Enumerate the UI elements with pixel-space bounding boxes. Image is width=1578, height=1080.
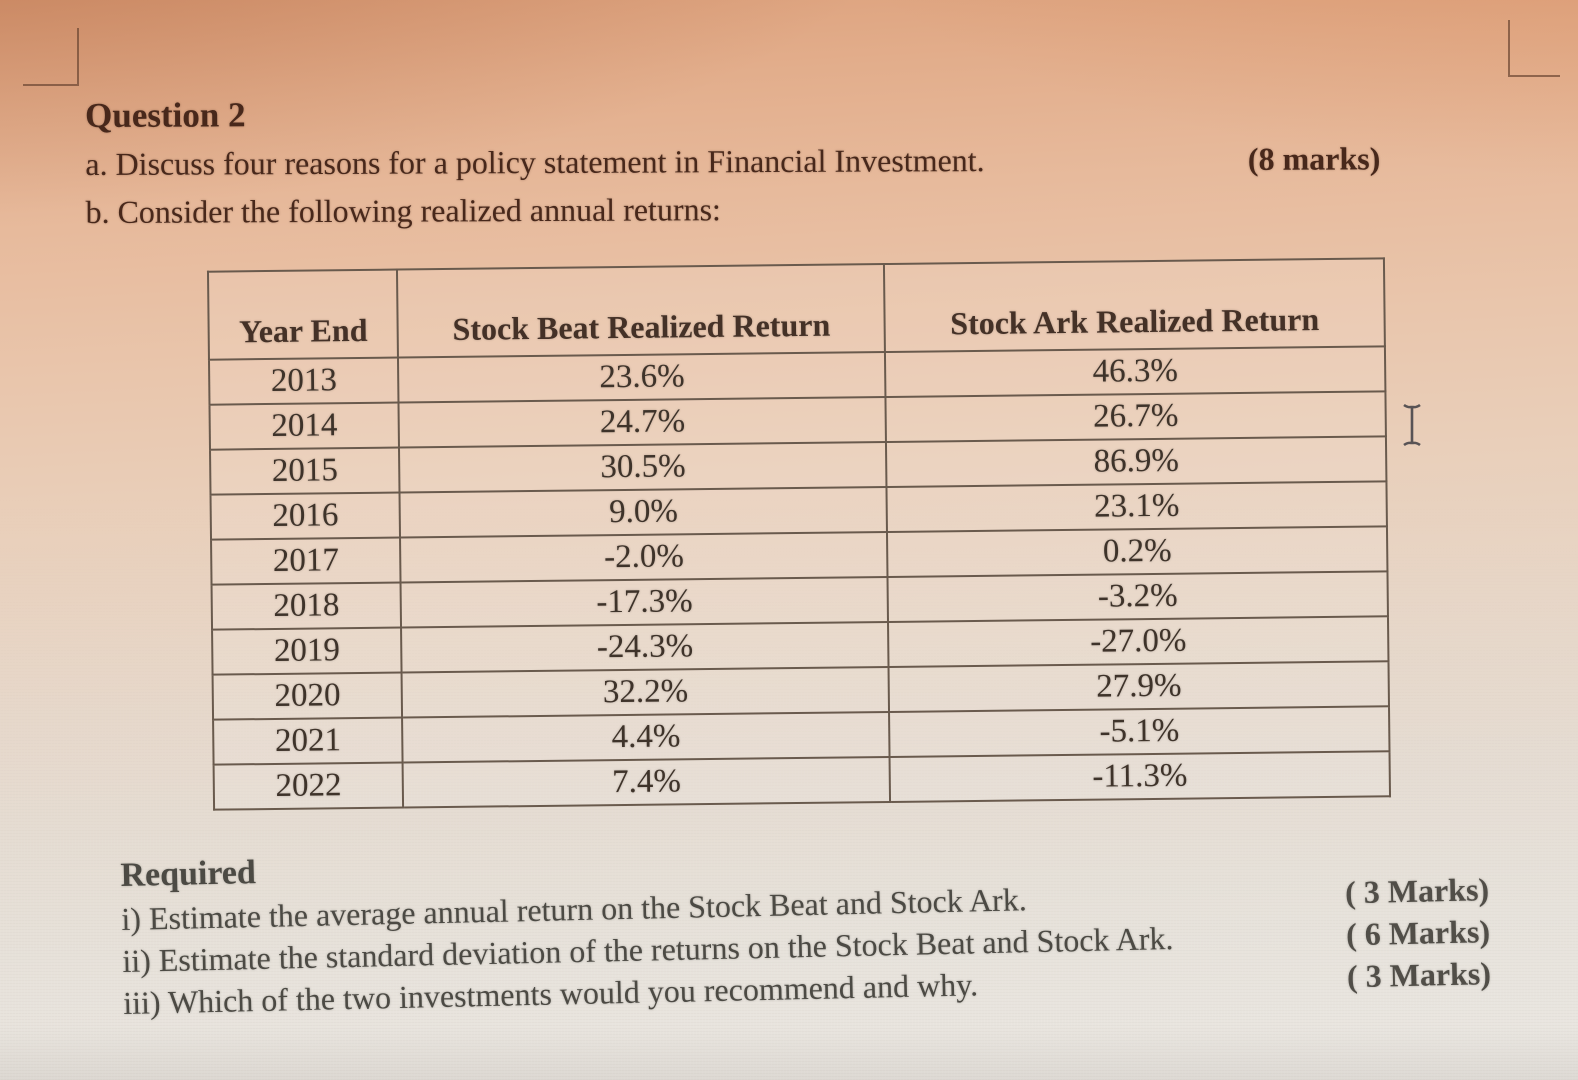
question-item-a: a. Discuss four reasons for a policy sta… — [85, 134, 1380, 188]
required-block: Required i) Estimate the average annual … — [120, 824, 1491, 1024]
year-cell: 2022 — [213, 762, 404, 810]
stock-ark-cell: -11.3% — [889, 751, 1391, 802]
year-cell: 2014 — [209, 402, 400, 450]
year-cell: 2015 — [210, 447, 400, 495]
year-cell: 2021 — [213, 717, 403, 765]
stock-beat-cell: -24.3% — [401, 621, 889, 673]
stock-beat-cell: 9.0% — [399, 487, 888, 538]
stock-beat-cell: -17.3% — [400, 576, 889, 628]
stock-ark-cell: 0.2% — [887, 526, 1388, 577]
stock-beat-cell: 32.2% — [401, 666, 890, 718]
question-item-a-text: a. Discuss four reasons for a policy sta… — [85, 142, 985, 182]
stock-beat-cell: 30.5% — [399, 442, 887, 493]
stock-ark-cell: 23.1% — [886, 481, 1387, 532]
required-item-ii-marks: ( 6 Marks) — [1345, 913, 1491, 953]
crop-mark-top-left-icon — [23, 28, 79, 86]
col-header-stock-ark: Stock Ark Realized Return — [884, 258, 1385, 353]
stock-ark-cell: -3.2% — [887, 571, 1388, 622]
crop-mark-top-right-icon — [1508, 20, 1560, 77]
stock-beat-cell: -2.0% — [400, 531, 888, 583]
question-item-b-text: b. Consider the following realized annua… — [85, 191, 721, 230]
stock-ark-cell: 86.9% — [886, 436, 1387, 488]
year-cell: 2019 — [212, 627, 402, 675]
year-cell: 2017 — [211, 537, 401, 585]
col-header-year-end: Year End — [207, 269, 399, 360]
returns-table-wrap: Year End Stock Beat Realized Return Stoc… — [206, 257, 1392, 811]
required-item-i-marks: ( 3 Marks) — [1344, 871, 1490, 911]
year-cell: 2018 — [211, 582, 402, 630]
stock-beat-cell: 23.6% — [398, 352, 886, 403]
year-cell: 2016 — [210, 492, 401, 540]
question-block: Question 2 a. Discuss four reasons for a… — [85, 86, 1381, 236]
stock-ark-cell: 46.3% — [885, 346, 1386, 398]
table-header-row: Year End Stock Beat Realized Return Stoc… — [207, 258, 1385, 360]
text-cursor-ibeam-icon — [1403, 403, 1421, 447]
question-title: Question 2 — [85, 95, 246, 135]
stock-ark-cell: -5.1% — [889, 706, 1390, 757]
stock-ark-cell: -27.0% — [888, 616, 1389, 667]
year-cell: 2020 — [212, 672, 403, 720]
returns-table: Year End Stock Beat Realized Return Stoc… — [206, 257, 1392, 811]
col-header-stock-beat: Stock Beat Realized Return — [397, 264, 886, 358]
question-item-a-marks: (8 marks) — [1247, 140, 1381, 177]
stock-beat-cell: 24.7% — [398, 397, 887, 448]
question-item-b: b. Consider the following realized annua… — [85, 182, 1380, 236]
stock-beat-cell: 4.4% — [402, 711, 890, 763]
stock-ark-cell: 26.7% — [885, 391, 1386, 443]
year-cell: 2013 — [208, 357, 399, 405]
required-item-iii-marks: ( 3 Marks) — [1346, 955, 1492, 995]
stock-beat-cell: 7.4% — [402, 756, 891, 808]
stock-ark-cell: 27.9% — [888, 661, 1389, 712]
